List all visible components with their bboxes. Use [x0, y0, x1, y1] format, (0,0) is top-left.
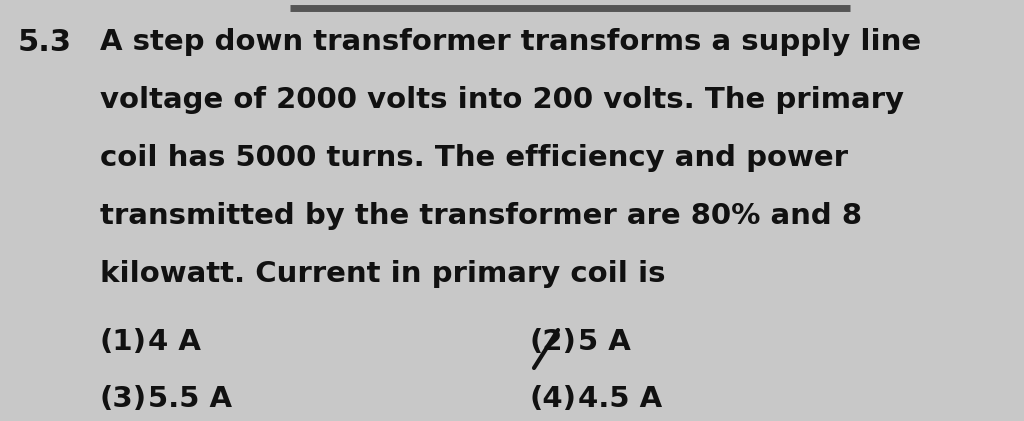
Text: 5.5 A: 5.5 A [148, 385, 232, 413]
Text: voltage of 2000 volts into 200 volts. The primary: voltage of 2000 volts into 200 volts. Th… [100, 86, 904, 114]
Text: (3): (3) [100, 385, 147, 413]
Text: transmitted by the transformer are 80% and 8: transmitted by the transformer are 80% a… [100, 202, 862, 230]
Text: 5.3: 5.3 [18, 28, 72, 57]
Text: coil has 5000 turns. The efficiency and power: coil has 5000 turns. The efficiency and … [100, 144, 848, 172]
Text: 5 A: 5 A [578, 328, 631, 356]
Text: (4): (4) [530, 385, 577, 413]
Text: 4 A: 4 A [148, 328, 201, 356]
Text: (2): (2) [530, 328, 577, 356]
Text: A step down transformer transforms a supply line: A step down transformer transforms a sup… [100, 28, 922, 56]
Text: kilowatt. Current in primary coil is: kilowatt. Current in primary coil is [100, 260, 666, 288]
Text: 4.5 A: 4.5 A [578, 385, 663, 413]
Text: (1): (1) [100, 328, 147, 356]
